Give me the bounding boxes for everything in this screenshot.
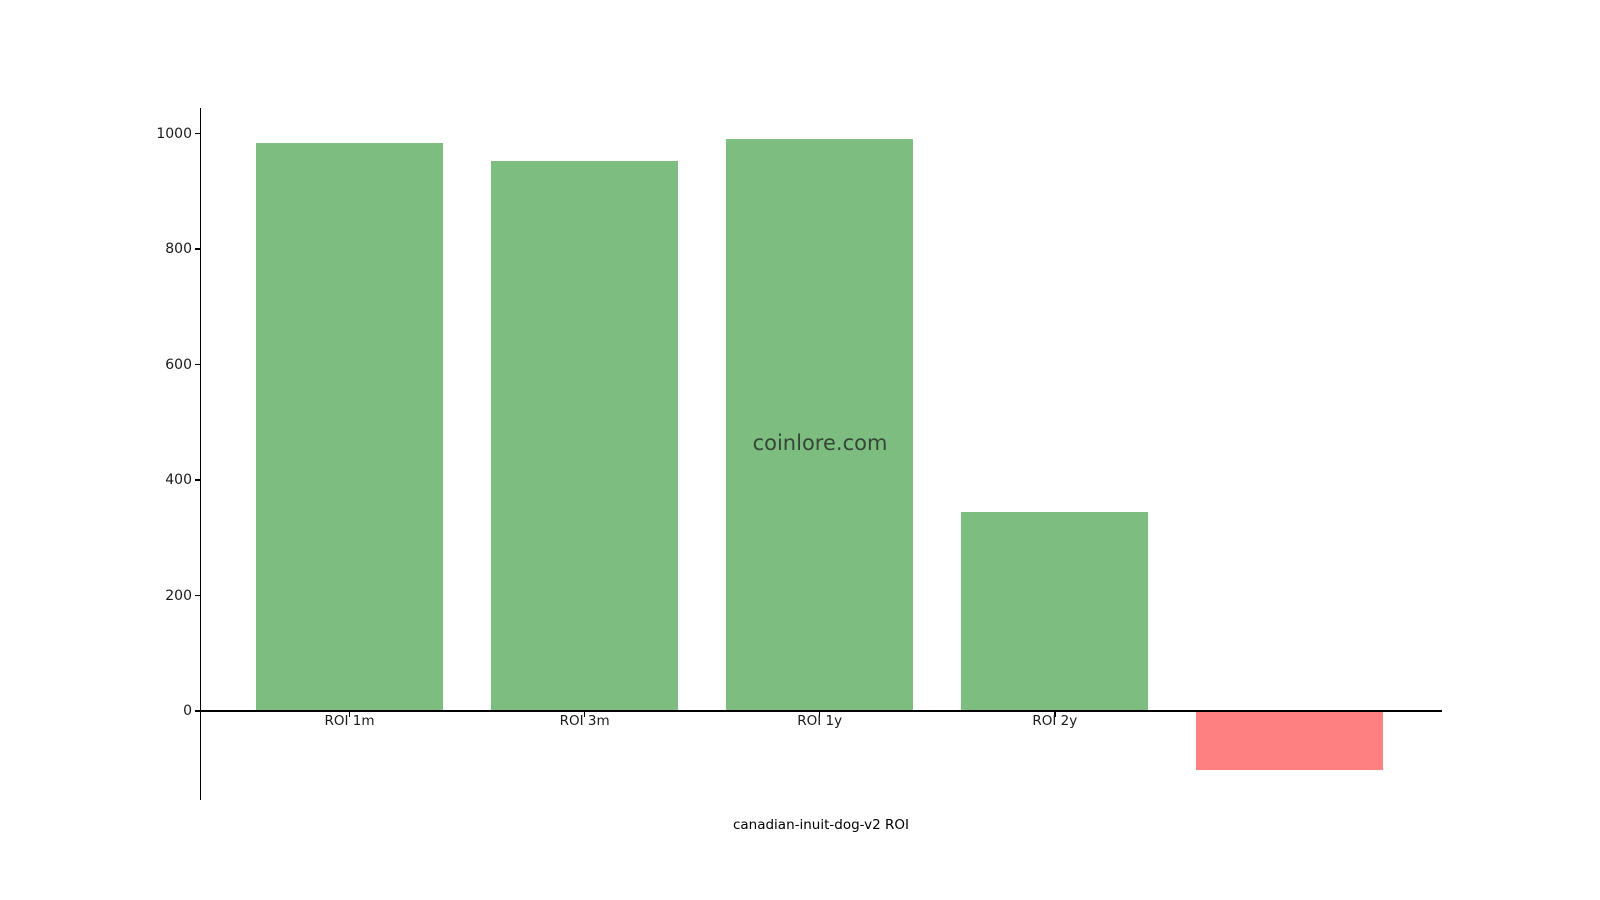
bar-roi-2y bbox=[961, 511, 1149, 712]
y-axis-line bbox=[199, 108, 202, 800]
y-tick-label: 600 bbox=[165, 356, 192, 373]
bar-roi-1y bbox=[726, 138, 914, 712]
x-tick-label: ROI 1y bbox=[797, 713, 843, 730]
y-tick-label: 0 bbox=[183, 703, 192, 720]
y-tick-label: 400 bbox=[165, 472, 192, 489]
x-tick-mark bbox=[1054, 711, 1056, 717]
x-tick-mark bbox=[348, 711, 351, 717]
x-tick-mark bbox=[818, 711, 821, 717]
y-tick-mark bbox=[194, 479, 201, 481]
y-tick-label: 200 bbox=[165, 587, 192, 604]
y-tick-mark bbox=[194, 132, 201, 135]
bar-negative-roi bbox=[1196, 712, 1384, 771]
x-tick-label: ROI 2y bbox=[1032, 713, 1078, 730]
bar-roi-3m bbox=[491, 160, 679, 712]
bar-roi-1m bbox=[256, 142, 443, 712]
y-tick-mark bbox=[194, 248, 201, 250]
y-tick-label: 1000 bbox=[156, 125, 192, 142]
y-tick-mark bbox=[194, 363, 201, 366]
x-tick-label: ROI 1m bbox=[324, 713, 375, 730]
y-tick-label: 800 bbox=[165, 241, 192, 258]
x-tick-mark bbox=[583, 711, 586, 717]
x-tick-label: ROI 3m bbox=[559, 713, 610, 730]
y-tick-mark bbox=[194, 594, 201, 597]
y-tick-mark bbox=[194, 710, 201, 712]
x-axis-line bbox=[199, 710, 1442, 712]
